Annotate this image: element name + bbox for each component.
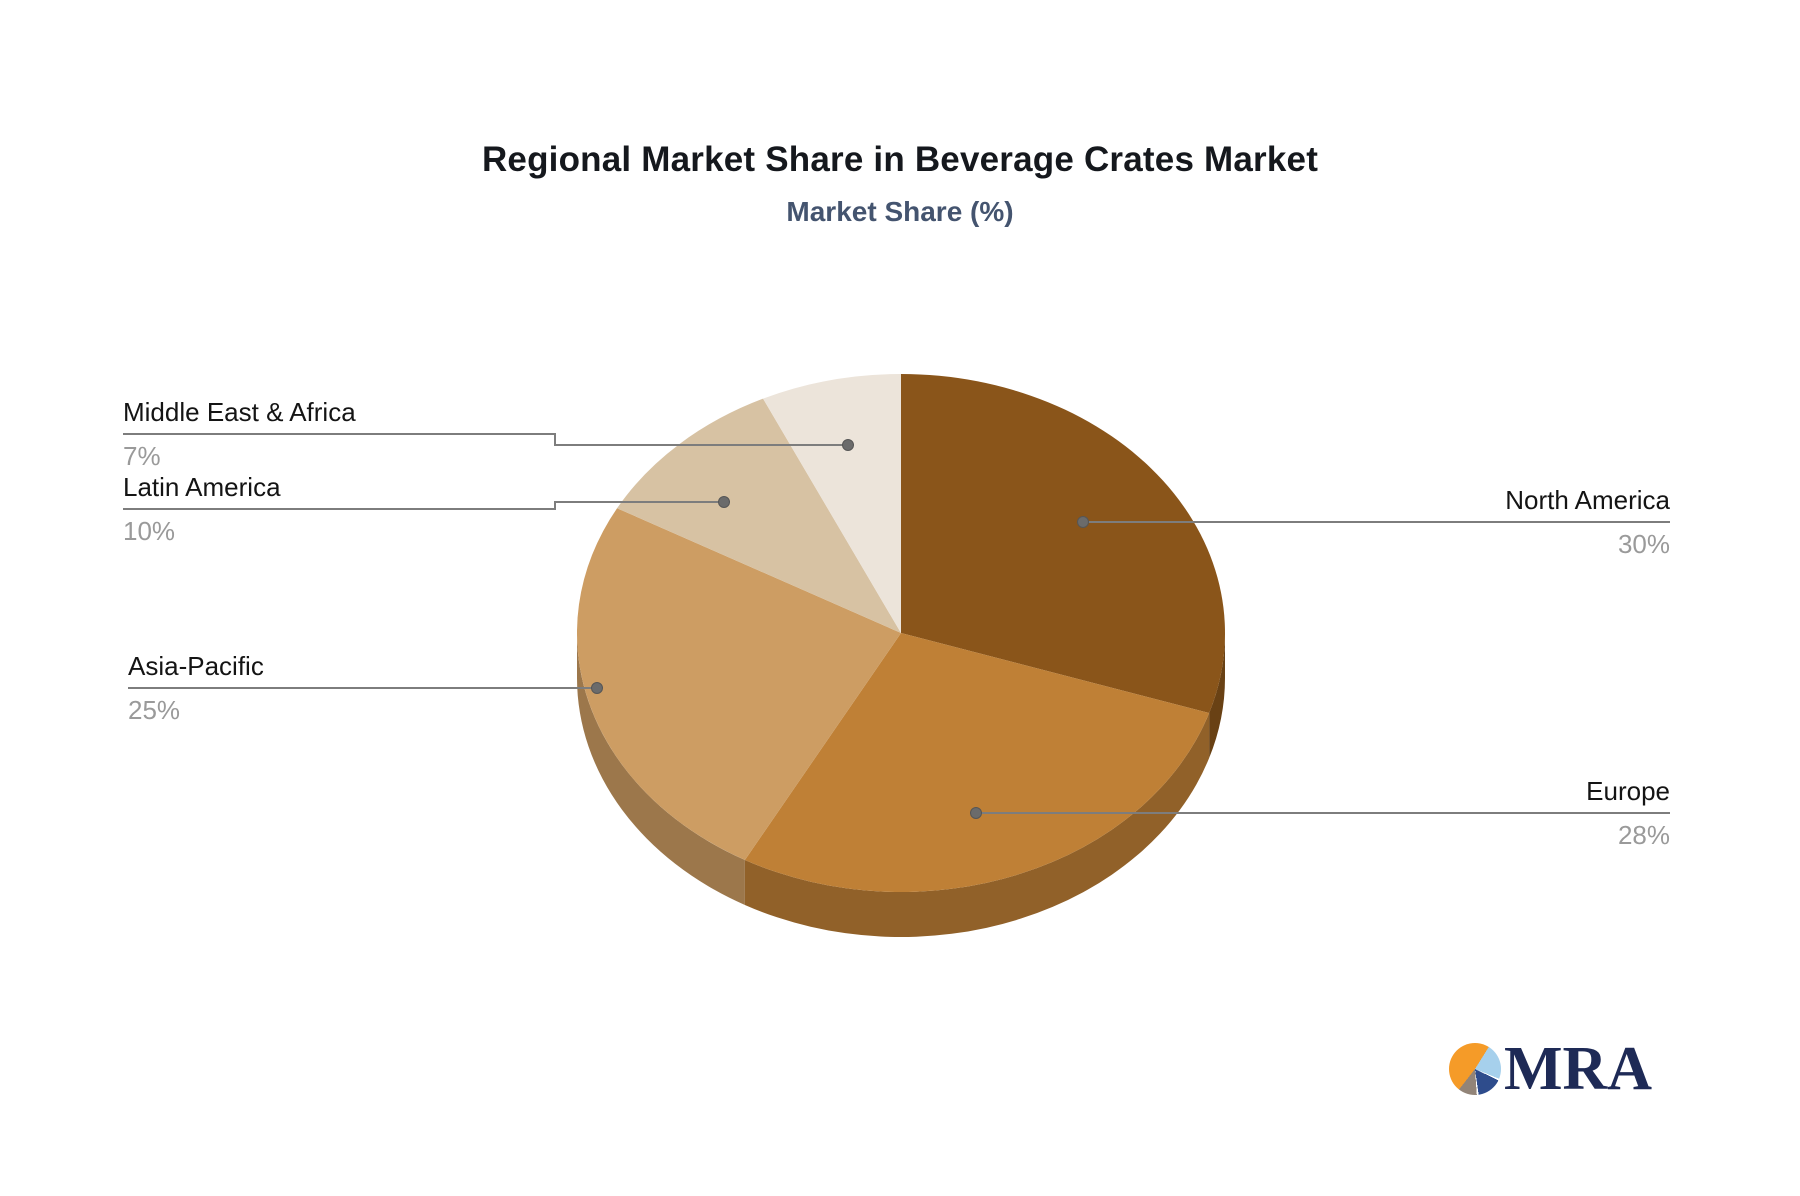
callout-dot-north-america	[1077, 516, 1089, 528]
brand-logo: MRA	[1449, 1032, 1652, 1106]
callout-line-latin-america	[123, 501, 724, 510]
region-label-north-america: North America	[1505, 485, 1670, 515]
region-label-asia-pacific: Asia-Pacific	[128, 651, 264, 681]
region-label-middle-east-africa: Middle East & Africa	[123, 397, 356, 427]
region-value-latin-america: 10%	[123, 516, 176, 546]
pie-slice-europe	[744, 633, 1210, 892]
region-label-europe: Europe	[1586, 776, 1670, 806]
callout-dot-europe	[970, 807, 982, 819]
callout-dot-middle-east-africa	[842, 439, 854, 451]
callout-dot-latin-america	[718, 496, 730, 508]
callout-dot-asia-pacific	[591, 682, 603, 694]
pie-slice-latin-america	[617, 398, 901, 633]
callout-line-middle-east-africa	[123, 433, 848, 446]
pie-slice-middle-east-africa	[763, 374, 901, 633]
pie-slice-side-europe	[744, 713, 1210, 937]
pie-slice-side-asia-pacific	[577, 633, 745, 905]
pie-slice-north-america	[901, 373, 1225, 714]
chart-subtitle: Market Share (%)	[786, 196, 1014, 227]
region-label-latin-america: Latin America	[123, 472, 281, 502]
region-value-europe: 28%	[1617, 820, 1670, 850]
logo-pie-icon	[1449, 1043, 1501, 1095]
logo-text: MRA	[1504, 1035, 1653, 1103]
pie-slice-side-north-america	[1209, 633, 1225, 759]
pie-slice-asia-pacific	[577, 508, 901, 860]
chart-title: Regional Market Share in Beverage Crates…	[481, 140, 1319, 179]
region-value-middle-east-africa: 7%	[123, 441, 161, 471]
region-value-asia-pacific: 25%	[128, 695, 181, 725]
region-value-north-america: 30%	[1617, 529, 1670, 559]
